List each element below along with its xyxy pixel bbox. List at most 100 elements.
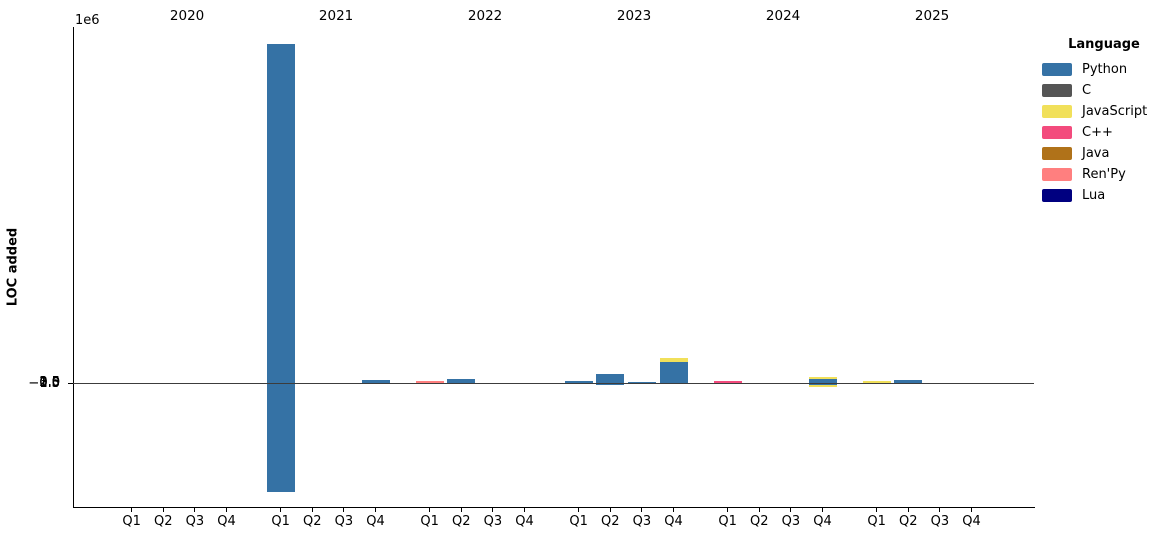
quarter-label: Q1 <box>718 514 737 529</box>
x-tick-mark <box>343 507 345 512</box>
legend-items: Python C JavaScript C++ Java Ren'Py Lua <box>1042 59 1166 206</box>
bar-segment-2022-Q2 <box>447 379 476 383</box>
quarter-label: Q3 <box>632 514 652 529</box>
y-tick-mark <box>68 383 73 384</box>
bar-segment-2023-Q3 <box>627 382 656 383</box>
bar-segment-2024-Q4 <box>808 378 837 383</box>
quarter-label: Q2 <box>154 514 173 529</box>
legend-item-label: Java <box>1082 146 1110 161</box>
quarter-label: Q4 <box>515 514 534 529</box>
y-tick-label: 1.0 <box>39 375 60 391</box>
legend-item-label: JavaScript <box>1082 104 1148 119</box>
legend-item: Python <box>1042 59 1166 80</box>
zero-baseline <box>73 383 1034 384</box>
quarter-label: Q3 <box>334 514 354 529</box>
quarter-label: Q1 <box>420 514 439 529</box>
legend-item-label: Lua <box>1082 188 1106 203</box>
x-tick-mark <box>609 507 611 512</box>
legend-title: Language <box>1068 37 1140 52</box>
x-tick-mark <box>280 507 282 512</box>
x-tick-mark <box>727 507 729 512</box>
bar-segment-2022-Q1 <box>415 381 444 383</box>
y-tick-label: 2.0 <box>39 375 60 391</box>
legend-item-label: C <box>1082 83 1092 98</box>
legend-swatch <box>1042 105 1072 118</box>
year-label: 2023 <box>616 8 652 24</box>
y-tick-label: −0.5 <box>28 375 60 391</box>
x-tick-mark <box>492 507 494 512</box>
legend-swatch <box>1042 189 1072 202</box>
y-tick-label: 0.0 <box>39 375 60 391</box>
y-axis-spine <box>73 27 74 508</box>
x-tick-mark <box>460 507 462 512</box>
quarter-label: Q2 <box>899 514 918 529</box>
quarter-label: Q1 <box>867 514 886 529</box>
bar-segment-2023-Q4 <box>659 361 688 383</box>
legend-swatch <box>1042 147 1072 160</box>
x-tick-mark <box>311 507 313 512</box>
x-tick-mark <box>226 507 227 512</box>
x-tick-mark <box>578 507 580 512</box>
bar-segment-2021-Q1 <box>266 43 295 383</box>
year-label: 2025 <box>914 8 950 24</box>
x-tick-mark <box>673 507 674 512</box>
quarter-label: Q2 <box>601 514 620 529</box>
legend-swatch <box>1042 63 1072 76</box>
x-tick-mark <box>131 507 133 512</box>
y-axis-offset-text: 1e6 <box>75 13 100 28</box>
quarter-label: Q1 <box>569 514 588 529</box>
x-tick-mark <box>876 507 878 512</box>
quarter-label: Q3 <box>483 514 503 529</box>
x-tick-mark <box>971 507 972 512</box>
x-tick-mark <box>429 507 431 512</box>
legend-item: Lua <box>1042 185 1166 206</box>
y-axis-label: LOC added <box>5 227 21 307</box>
y-tick-label: 2.5 <box>39 375 60 391</box>
quarter-label: Q4 <box>366 514 385 529</box>
legend: Language Python C JavaScript C++ Java Ren'Py L… <box>1042 37 1166 206</box>
legend-item-label: C++ <box>1082 125 1113 140</box>
quarter-label: Q1 <box>122 514 141 529</box>
legend-item: Java <box>1042 143 1166 164</box>
quarter-label: Q3 <box>185 514 205 529</box>
x-tick-mark <box>939 507 941 512</box>
bar-segment-2021-Q4 <box>361 380 390 383</box>
x-axis-spine <box>73 507 1035 508</box>
legend-item-label: Python <box>1082 62 1128 77</box>
quarter-label: Q2 <box>303 514 322 529</box>
quarter-label: Q1 <box>271 514 290 529</box>
bar-segment-2023-Q2 <box>596 374 625 383</box>
bar-segment-2021-Q1 <box>266 383 295 492</box>
quarter-label: Q3 <box>781 514 801 529</box>
y-tick-label: −1.0 <box>28 375 60 391</box>
year-label: 2020 <box>169 8 205 24</box>
quarter-label: Q4 <box>962 514 981 529</box>
x-tick-mark <box>907 507 909 512</box>
quarter-label: Q3 <box>930 514 950 529</box>
quarter-label: Q4 <box>664 514 683 529</box>
bar-segment-2025-Q1 <box>862 381 891 383</box>
legend-item: Ren'Py <box>1042 164 1166 185</box>
bar-segment-2023-Q2 <box>596 383 625 386</box>
x-tick-mark <box>375 507 376 512</box>
legend-item-label: Ren'Py <box>1082 167 1126 182</box>
quarter-label: Q2 <box>452 514 471 529</box>
x-tick-mark <box>790 507 792 512</box>
bar-segment-2025-Q2 <box>894 379 923 383</box>
bar-segment-2024-Q4 <box>808 376 837 379</box>
x-tick-mark <box>524 507 525 512</box>
quarter-label: Q4 <box>217 514 236 529</box>
bar-segment-2023-Q1 <box>564 381 593 383</box>
legend-swatch <box>1042 84 1072 97</box>
x-tick-mark <box>194 507 196 512</box>
year-label: 2024 <box>765 8 801 24</box>
bar-segment-2023-Q4 <box>659 357 688 362</box>
bar-segment-2024-Q4 <box>808 383 837 386</box>
year-label: 2021 <box>318 8 354 24</box>
legend-swatch <box>1042 126 1072 139</box>
legend-swatch <box>1042 168 1072 181</box>
quarter-label: Q4 <box>813 514 832 529</box>
legend-item: C <box>1042 80 1166 101</box>
legend-item: C++ <box>1042 122 1166 143</box>
